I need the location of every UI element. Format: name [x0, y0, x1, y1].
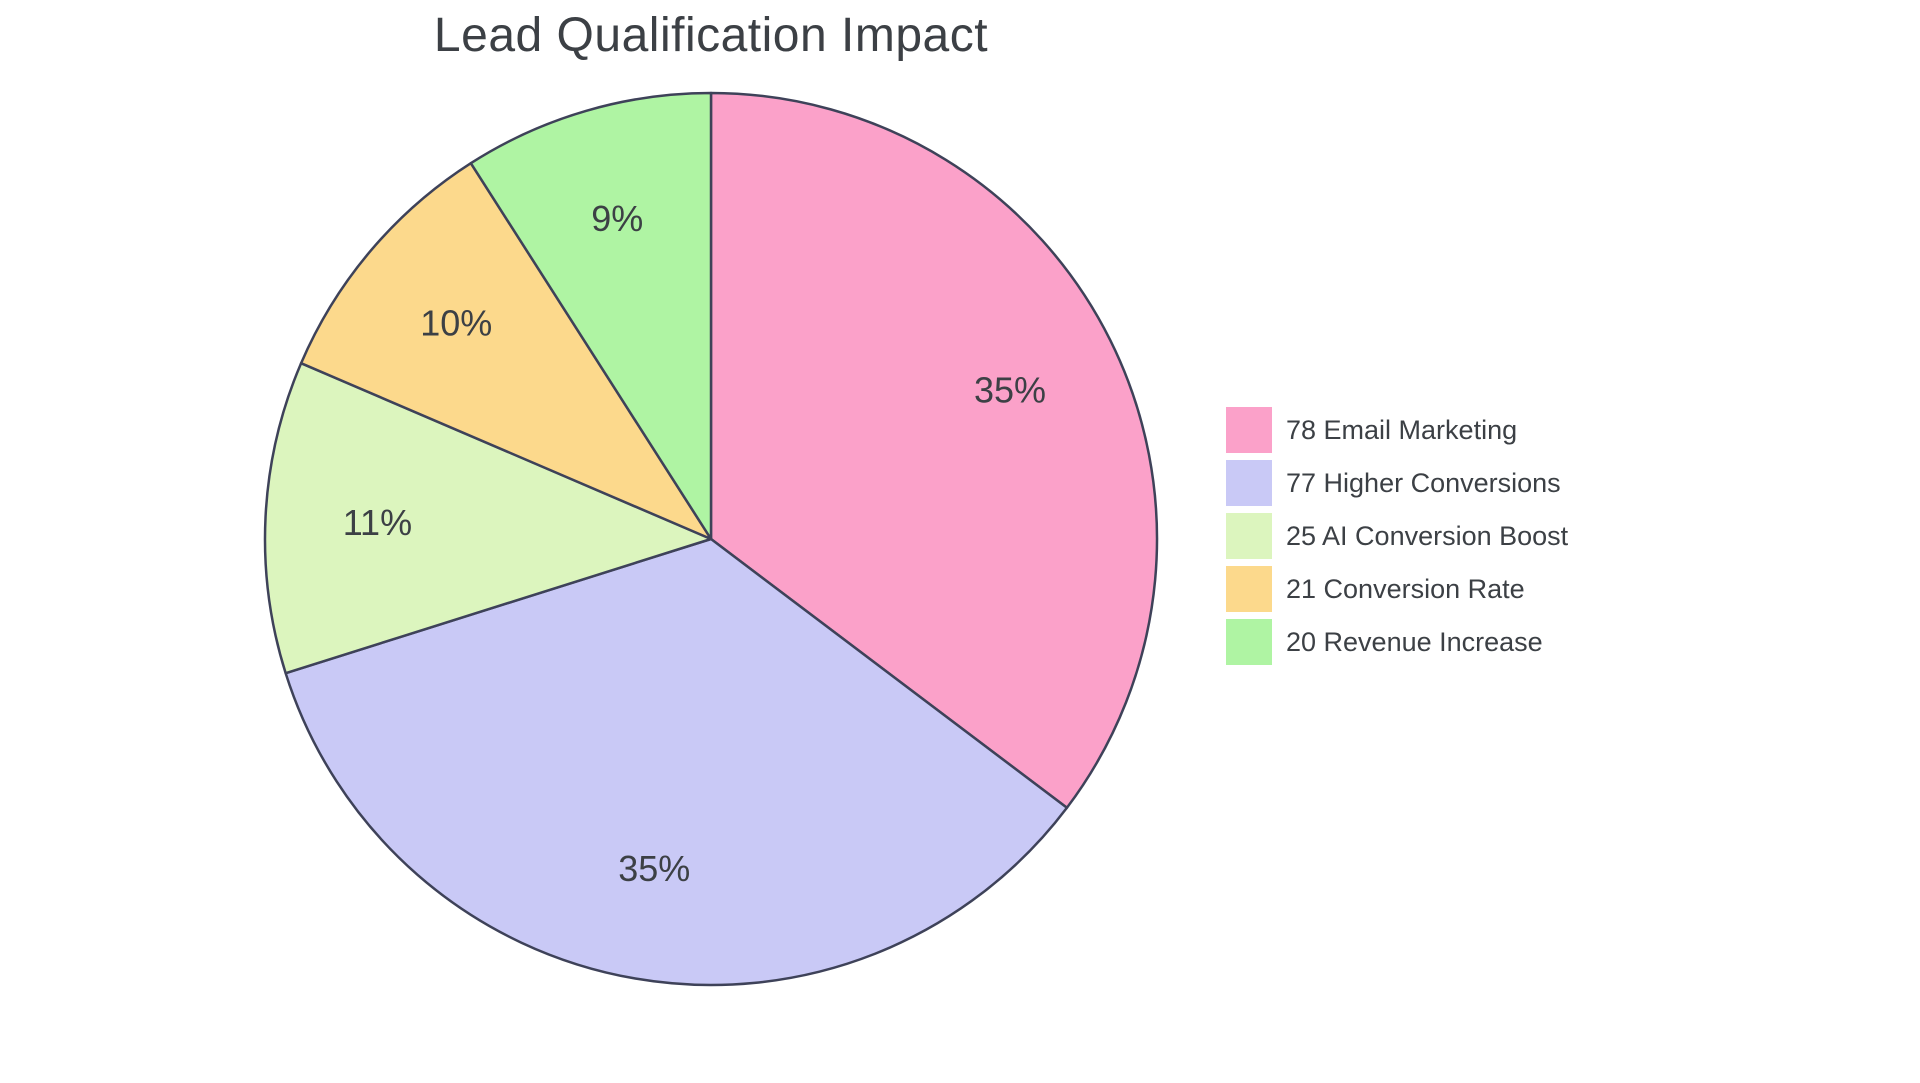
- legend-item-0: 78 Email Marketing: [1226, 407, 1568, 453]
- pie-slice-1: [284, 537, 1069, 987]
- pie-slice-2: [263, 361, 713, 675]
- pie-slice-4: [469, 91, 713, 541]
- legend-label-3: 21 Conversion Rate: [1286, 573, 1525, 604]
- pie-slice-3: [299, 161, 713, 541]
- legend-label-0: 78 Email Marketing: [1286, 414, 1518, 445]
- legend-label-2: 25 AI Conversion Boost: [1286, 520, 1569, 551]
- legend-label-4: 20 Revenue Increase: [1286, 626, 1543, 657]
- legend-swatch-1: [1226, 460, 1272, 506]
- legend: 78 Email Marketing 77 Higher Conversions 2…: [1226, 407, 1568, 672]
- legend-swatch-4: [1226, 619, 1272, 665]
- pie-slice-0: [709, 91, 1159, 810]
- legend-swatch-0: [1226, 407, 1272, 453]
- legend-item-3: 21 Conversion Rate: [1226, 566, 1568, 612]
- legend-swatch-2: [1226, 513, 1272, 559]
- legend-item-4: 20 Revenue Increase: [1226, 619, 1568, 665]
- legend-swatch-3: [1226, 566, 1272, 612]
- slice-percent-label-0: 35%: [974, 370, 1046, 411]
- legend-item-1: 77 Higher Conversions: [1226, 460, 1568, 506]
- slice-percent-label-3: 10%: [420, 303, 492, 344]
- slice-percent-label-2: 11%: [343, 502, 412, 543]
- legend-label-1: 77 Higher Conversions: [1286, 467, 1561, 498]
- slice-percent-label-1: 35%: [618, 848, 690, 889]
- chart-title: Lead Qualification Impact: [433, 9, 989, 62]
- legend-item-2: 25 AI Conversion Boost: [1226, 513, 1568, 559]
- slice-percent-label-4: 9%: [591, 198, 643, 239]
